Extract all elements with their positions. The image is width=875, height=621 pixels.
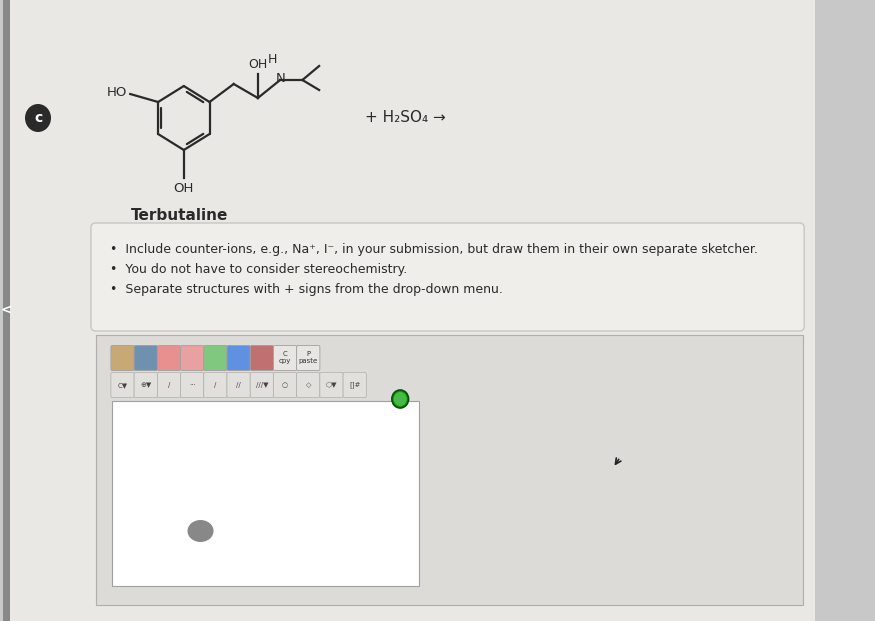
- FancyBboxPatch shape: [297, 345, 320, 371]
- FancyBboxPatch shape: [343, 373, 367, 397]
- FancyBboxPatch shape: [273, 373, 297, 397]
- Text: P
paste: P paste: [298, 351, 318, 365]
- FancyBboxPatch shape: [112, 401, 419, 586]
- Text: c: c: [34, 111, 42, 125]
- FancyBboxPatch shape: [158, 373, 180, 397]
- Text: •  Include counter-ions, e.g., Na⁺, I⁻, in your submission, but draw them in the: • Include counter-ions, e.g., Na⁺, I⁻, i…: [110, 243, 759, 256]
- Text: /: /: [168, 382, 170, 388]
- Text: HO: HO: [107, 86, 128, 99]
- Text: ⬡▼: ⬡▼: [326, 382, 337, 388]
- FancyBboxPatch shape: [111, 373, 134, 397]
- Text: C▼: C▼: [117, 382, 128, 388]
- Text: OH: OH: [173, 182, 194, 195]
- Text: ○: ○: [282, 382, 288, 388]
- FancyBboxPatch shape: [227, 345, 250, 371]
- Text: •  You do not have to consider stereochemistry.: • You do not have to consider stereochem…: [110, 263, 408, 276]
- FancyBboxPatch shape: [3, 0, 816, 621]
- FancyBboxPatch shape: [111, 345, 134, 371]
- FancyBboxPatch shape: [91, 223, 804, 331]
- FancyBboxPatch shape: [180, 345, 204, 371]
- FancyBboxPatch shape: [273, 345, 297, 371]
- Circle shape: [392, 390, 409, 408]
- FancyBboxPatch shape: [180, 373, 204, 397]
- Text: ◇: ◇: [305, 382, 311, 388]
- Circle shape: [25, 104, 51, 132]
- Text: []#: []#: [349, 382, 360, 388]
- Text: ⊕▼: ⊕▼: [140, 382, 151, 388]
- Circle shape: [394, 392, 407, 406]
- Text: //: //: [236, 382, 241, 388]
- Text: H: H: [268, 53, 277, 66]
- FancyBboxPatch shape: [158, 345, 180, 371]
- Text: + H₂SO₄ →: + H₂SO₄ →: [365, 111, 445, 125]
- FancyBboxPatch shape: [250, 373, 273, 397]
- FancyBboxPatch shape: [95, 335, 803, 605]
- Text: C
cpy: C cpy: [279, 351, 291, 365]
- FancyBboxPatch shape: [204, 373, 227, 397]
- Text: ///▼: ///▼: [255, 382, 268, 388]
- FancyBboxPatch shape: [297, 373, 320, 397]
- Text: <: <: [1, 303, 12, 317]
- Text: ···: ···: [189, 382, 195, 388]
- FancyBboxPatch shape: [320, 373, 343, 397]
- Text: Terbutaline: Terbutaline: [130, 208, 228, 223]
- FancyBboxPatch shape: [134, 373, 158, 397]
- Text: OH: OH: [248, 58, 268, 71]
- Text: /: /: [214, 382, 217, 388]
- FancyBboxPatch shape: [3, 0, 10, 621]
- FancyBboxPatch shape: [250, 345, 273, 371]
- Text: •  Separate structures with + signs from the drop-down menu.: • Separate structures with + signs from …: [110, 284, 503, 296]
- FancyBboxPatch shape: [134, 345, 158, 371]
- FancyBboxPatch shape: [204, 345, 227, 371]
- FancyBboxPatch shape: [227, 373, 250, 397]
- Ellipse shape: [187, 520, 214, 542]
- Text: N: N: [276, 71, 285, 84]
